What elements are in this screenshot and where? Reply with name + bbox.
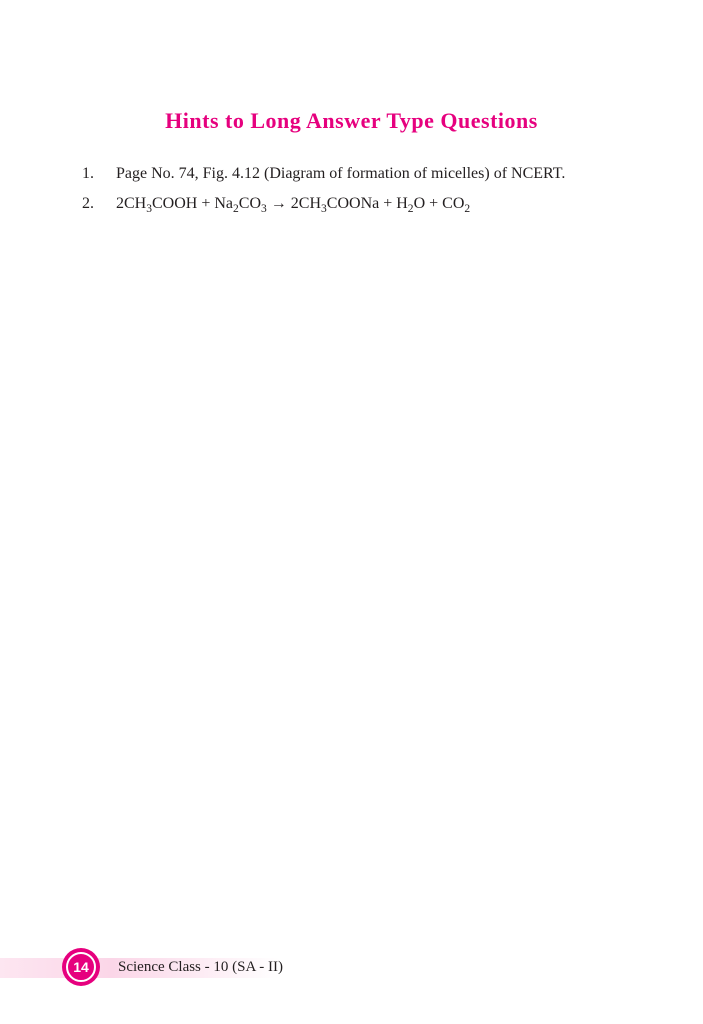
- book-title: Science Class - 10 (SA - II): [118, 959, 283, 976]
- page-number-badge: 14: [62, 948, 100, 986]
- item-text: Page No. 74, Fig. 4.12 (Diagram of forma…: [116, 162, 643, 186]
- item-number: 1.: [82, 162, 116, 186]
- item-number: 2.: [82, 192, 116, 216]
- content-area: 1. Page No. 74, Fig. 4.12 (Diagram of fo…: [0, 162, 703, 216]
- page-container: Hints to Long Answer Type Questions 1. P…: [0, 0, 703, 1024]
- item-text: 2CH3COOH + Na2CO3 → 2CH3COONa + H2O + CO…: [116, 192, 643, 216]
- list-item: 2. 2CH3COOH + Na2CO3 → 2CH3COONa + H2O +…: [82, 192, 643, 216]
- section-heading: Hints to Long Answer Type Questions: [0, 108, 703, 134]
- list-item: 1. Page No. 74, Fig. 4.12 (Diagram of fo…: [82, 162, 643, 186]
- page-footer: 14 Science Class - 10 (SA - II): [0, 944, 380, 988]
- page-number: 14: [66, 952, 96, 982]
